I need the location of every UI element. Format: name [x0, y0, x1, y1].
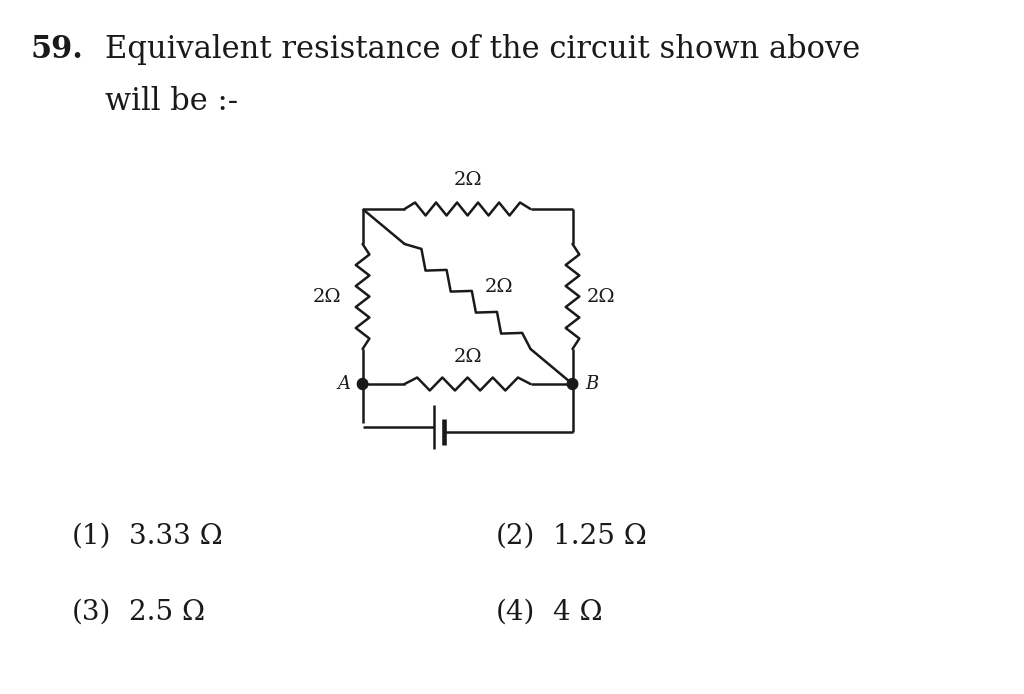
Text: 2.5 Ω: 2.5 Ω — [129, 598, 205, 625]
Circle shape — [567, 378, 578, 389]
Text: 4 Ω: 4 Ω — [553, 598, 603, 625]
Text: will be :-: will be :- — [105, 86, 239, 117]
Text: (3): (3) — [72, 598, 111, 625]
Text: 59.: 59. — [31, 34, 83, 65]
Text: (1): (1) — [72, 523, 111, 550]
Circle shape — [357, 378, 368, 389]
Text: Equivalent resistance of the circuit shown above: Equivalent resistance of the circuit sho… — [105, 34, 860, 65]
Text: 1.25 Ω: 1.25 Ω — [553, 523, 647, 550]
Text: A: A — [337, 375, 350, 393]
Text: B: B — [585, 375, 598, 393]
Text: 2Ω: 2Ω — [587, 287, 615, 305]
Text: 3.33 Ω: 3.33 Ω — [129, 523, 222, 550]
Text: (4): (4) — [497, 598, 536, 625]
Text: (2): (2) — [497, 523, 536, 550]
Text: 2Ω: 2Ω — [454, 348, 482, 366]
Text: 2Ω: 2Ω — [454, 171, 482, 189]
Text: 2Ω: 2Ω — [313, 287, 342, 305]
Text: 2Ω: 2Ω — [484, 278, 513, 296]
